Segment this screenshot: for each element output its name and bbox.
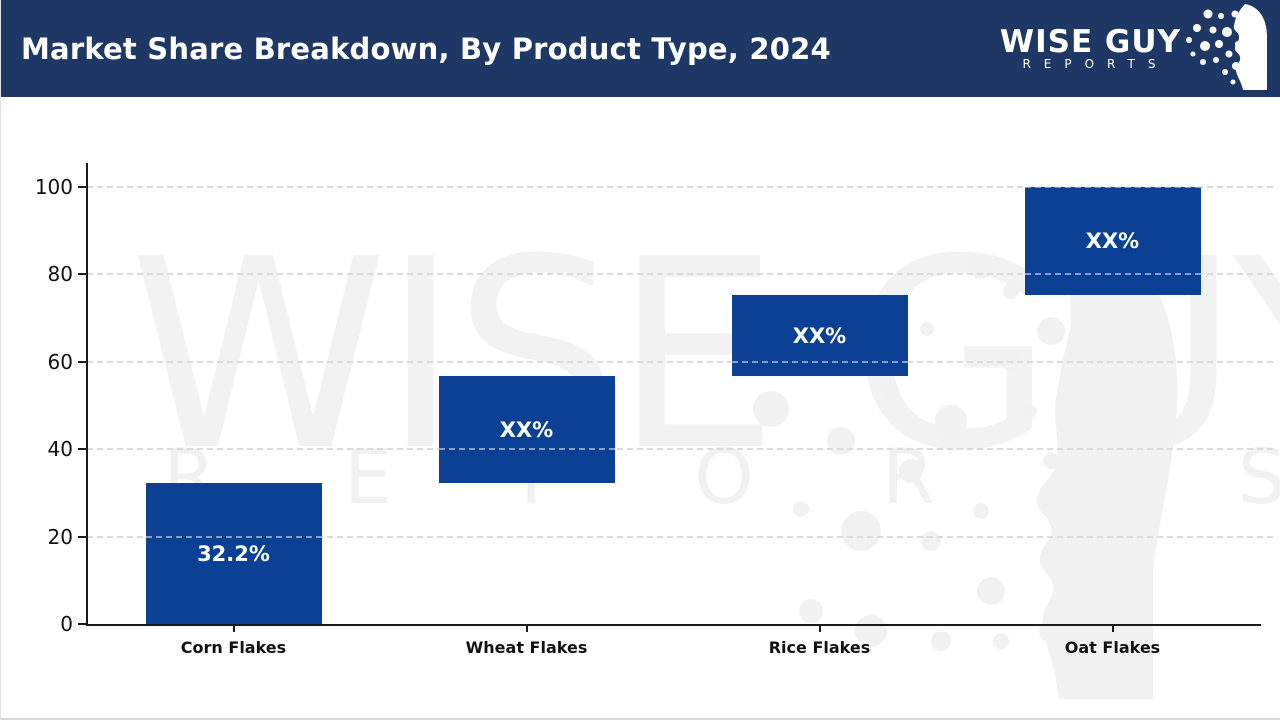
y-tick-mark [78, 623, 86, 625]
x-category-label: Oat Flakes [1064, 638, 1161, 657]
y-axis-spine [86, 163, 88, 626]
x-category-label: Corn Flakes [180, 638, 287, 657]
y-tick-label: 60 [47, 349, 73, 374]
chart-figure: WISE GUY R E P O R T S [1, 97, 1280, 720]
gridline-over-bar [731, 360, 908, 363]
y-tick-label: 100 [34, 175, 73, 199]
brand-subname: REPORTS [1022, 57, 1169, 72]
y-tick-mark [78, 360, 86, 363]
bar-value-label: XX% [1085, 229, 1140, 254]
y-tick-label: 40 [47, 437, 73, 462]
y-tick-label: 80 [47, 262, 73, 287]
bar-value-label: XX% [499, 417, 554, 442]
bar-segment: XX% [731, 295, 908, 376]
gridline-over-bar [1024, 186, 1201, 188]
x-category-label: Rice Flakes [768, 638, 871, 657]
y-tick-mark [78, 186, 86, 188]
gridline-over-bar [438, 448, 615, 451]
y-tick-mark [78, 448, 86, 451]
brand-logo-text: WISE GUY REPORTS [1000, 26, 1181, 72]
gridline [87, 535, 1273, 538]
gridline-over-bar [145, 535, 322, 538]
bar-segment: XX% [438, 375, 615, 484]
bar-segment: 32.2% [145, 483, 322, 624]
x-category-label: Wheat Flakes [465, 638, 588, 657]
x-tick-mark [1111, 624, 1114, 632]
chart-title: Market Share Breakdown, By Product Type,… [21, 31, 831, 66]
gridline [87, 273, 1273, 276]
y-tick-label: 20 [47, 524, 73, 549]
x-tick-mark [232, 624, 235, 632]
header-band: Market Share Breakdown, By Product Type,… [1, 0, 1280, 97]
x-tick-mark [525, 624, 528, 632]
brand-name: WISE GUY [999, 23, 1181, 60]
gridline [87, 186, 1273, 188]
brand-logo: WISE GUY REPORTS [1000, 2, 1271, 96]
bar-value-label: XX% [792, 323, 847, 348]
gridline-over-bar [1024, 273, 1201, 276]
gridline [87, 448, 1273, 451]
brand-face-icon [1183, 2, 1269, 96]
bar-segment: XX% [1024, 187, 1201, 296]
x-tick-mark [818, 624, 821, 632]
gridline [87, 360, 1273, 363]
bar-value-label: 32.2% [197, 541, 270, 566]
x-axis-spine [86, 624, 1261, 626]
y-tick-label: 0 [60, 612, 73, 636]
y-tick-mark [78, 273, 86, 276]
y-tick-mark [78, 535, 86, 538]
